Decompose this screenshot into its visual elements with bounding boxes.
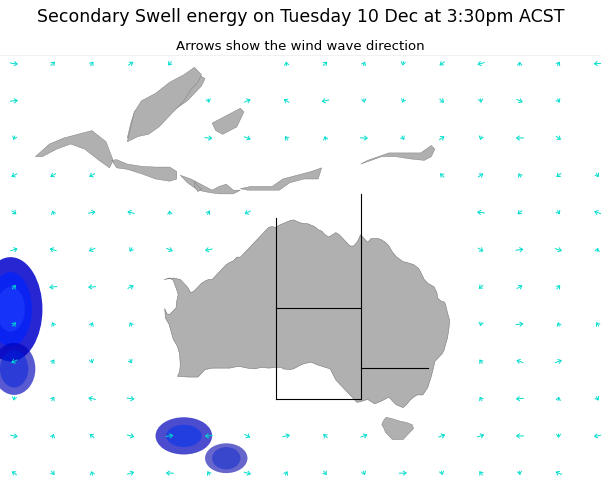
Polygon shape	[164, 220, 450, 407]
Polygon shape	[382, 417, 413, 440]
Polygon shape	[35, 131, 113, 168]
Ellipse shape	[0, 343, 35, 395]
Ellipse shape	[212, 447, 240, 469]
Ellipse shape	[0, 257, 43, 362]
Polygon shape	[195, 181, 201, 192]
Polygon shape	[127, 75, 205, 138]
Text: Secondary Swell energy on Tuesday 10 Dec at 3:30pm ACST: Secondary Swell energy on Tuesday 10 Dec…	[37, 8, 564, 26]
Ellipse shape	[205, 443, 248, 473]
Polygon shape	[212, 108, 244, 134]
Ellipse shape	[0, 272, 32, 346]
Polygon shape	[180, 175, 240, 194]
Polygon shape	[112, 160, 177, 181]
Polygon shape	[240, 168, 322, 190]
Polygon shape	[361, 145, 435, 164]
Ellipse shape	[0, 350, 28, 387]
Ellipse shape	[166, 425, 201, 447]
Polygon shape	[127, 67, 201, 142]
Ellipse shape	[0, 287, 25, 332]
Ellipse shape	[156, 417, 212, 454]
Text: Arrows show the wind wave direction: Arrows show the wind wave direction	[176, 40, 425, 53]
